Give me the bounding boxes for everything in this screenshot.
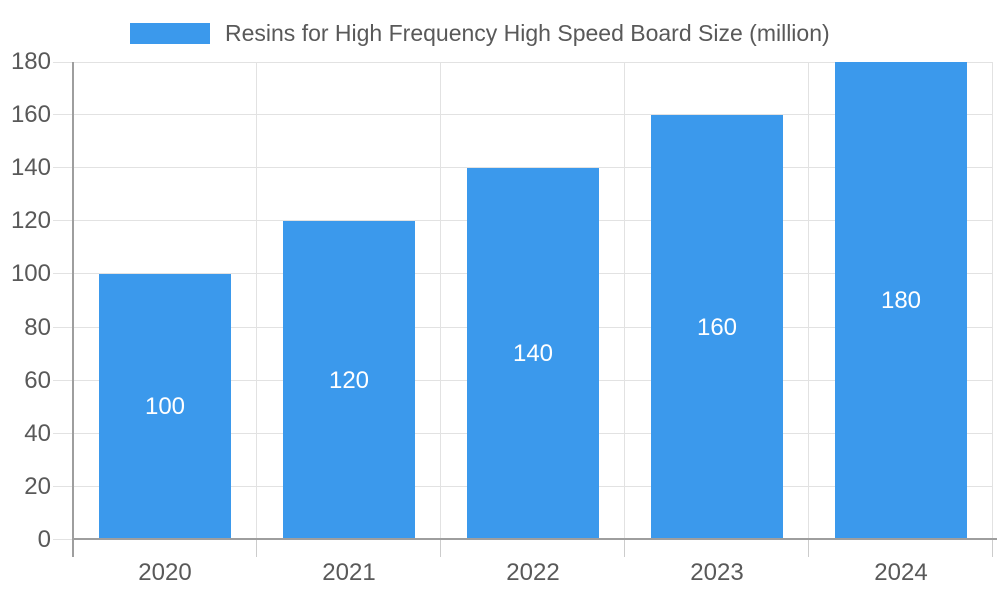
- y-gridline: [53, 167, 993, 168]
- y-tick-label: 180: [10, 48, 51, 75]
- y-tick-label: 0: [37, 526, 51, 553]
- y-tick-label: 80: [24, 313, 51, 341]
- bar-2024: 180: [835, 62, 967, 540]
- y-tick-label: 140: [10, 154, 51, 182]
- y-axis-line: [72, 62, 74, 557]
- x-boundary-gridline: [992, 62, 993, 540]
- legend-item[interactable]: Resins for High Frequency High Speed Boa…: [130, 20, 830, 47]
- x-axis-tick: [624, 540, 625, 557]
- x-tick-label: 2022: [506, 559, 560, 586]
- legend-swatch[interactable]: [130, 23, 210, 44]
- bar-2020: 100: [99, 274, 231, 540]
- y-tick-label: 100: [10, 260, 51, 288]
- y-tick-label: 20: [24, 472, 51, 500]
- y-tick-label: 60: [24, 366, 51, 394]
- bar-value-label: 120: [328, 366, 370, 394]
- bar-2023: 160: [651, 115, 783, 540]
- x-boundary-gridline: [808, 62, 809, 540]
- y-tick-label: 160: [10, 101, 51, 129]
- bar-value-label: 180: [880, 287, 922, 314]
- legend-label: Resins for High Frequency High Speed Boa…: [225, 20, 830, 46]
- x-tick-label: 2023: [690, 559, 744, 586]
- x-axis-tick: [992, 540, 993, 557]
- x-tick-label: 2021: [322, 559, 376, 586]
- bar-2021: 120: [283, 221, 415, 540]
- y-tick-label: 120: [10, 207, 51, 235]
- plot-area: 100 120 140 160 180: [53, 62, 997, 557]
- bar-value-label: 140: [512, 340, 554, 367]
- bar-2022: 140: [467, 168, 599, 540]
- x-axis-line: [73, 538, 997, 540]
- y-gridline: [53, 62, 993, 63]
- y-tick-label: 40: [24, 419, 51, 447]
- x-boundary-gridline: [256, 62, 257, 540]
- x-axis-tick: [440, 540, 441, 557]
- x-boundary-gridline: [440, 62, 441, 540]
- y-gridline: [53, 114, 993, 115]
- x-tick-label: 2024: [874, 559, 928, 586]
- x-tick-label: 2020: [138, 559, 192, 586]
- bar-value-label: 160: [696, 313, 738, 341]
- x-boundary-gridline: [624, 62, 625, 540]
- x-axis-tick: [256, 540, 257, 557]
- bar-value-label: 100: [144, 393, 186, 420]
- x-axis-tick: [808, 540, 809, 557]
